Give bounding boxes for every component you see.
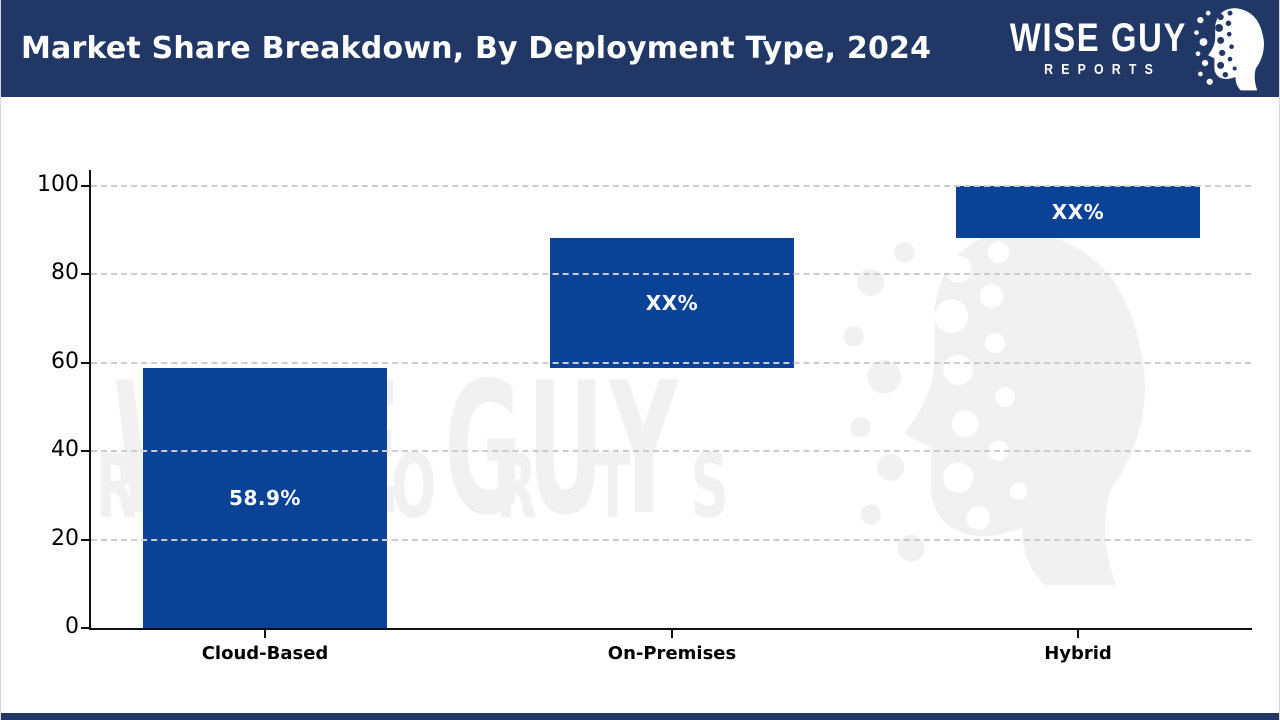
y-tick-label-0: 0: [65, 614, 79, 639]
x-axis-label-on-premises: On-Premises: [607, 643, 737, 664]
y-tick-0: [81, 627, 89, 629]
brand-logo-subname: REPORTS: [1044, 60, 1161, 78]
y-tick-label-40: 40: [51, 437, 79, 463]
y-tick-100: [81, 185, 89, 187]
header-bar: Market Share Breakdown, By Deployment Ty…: [1, 0, 1279, 97]
page-title: Market Share Breakdown, By Deployment Ty…: [21, 31, 932, 66]
y-tick-label-20: 20: [51, 525, 79, 551]
gridline-20: [91, 538, 1251, 541]
bar-value-label: 58.9%: [229, 485, 301, 510]
x-axis-line: [89, 628, 1252, 630]
x-tick-3: [1077, 630, 1079, 638]
y-axis-line: [89, 170, 91, 630]
y-tick-20: [81, 538, 89, 541]
x-tick-1: [264, 630, 266, 638]
y-tick-80: [81, 273, 89, 276]
y-tick-60: [81, 361, 89, 364]
brand-head-icon: [1194, 7, 1264, 90]
brand-logo-name: WISE GUY: [1009, 15, 1187, 60]
x-axis-label-cloud-based: Cloud-Based: [201, 643, 329, 664]
gridline-60: [91, 361, 1251, 364]
gridline-80: [91, 273, 1251, 276]
chart-area: 0 20 40 60 80 100 58.9% XX% XX% Cloud-Based On-Pre…: [1, 97, 1279, 713]
bar-on-premises: XX%: [550, 238, 794, 368]
bar-value-label: XX%: [645, 290, 699, 315]
x-tick-2: [671, 630, 673, 638]
y-tick-label-80: 80: [51, 260, 79, 286]
y-tick-label-60: 60: [51, 348, 79, 374]
gridline-100: [91, 185, 1251, 187]
brand-logo-text: WISE GUY REPORTS: [1010, 18, 1187, 80]
bar-cloud-based: 58.9%: [143, 367, 387, 628]
brand-logo: WISE GUY REPORTS: [971, 0, 1269, 97]
x-axis-label-hybrid: Hybrid: [1044, 643, 1112, 664]
footer-bar: [1, 713, 1279, 720]
y-tick-label-100: 100: [37, 172, 79, 197]
bar-value-label: XX%: [1051, 200, 1105, 225]
y-tick-40: [81, 450, 89, 453]
gridline-40: [91, 450, 1251, 453]
bar-hybrid: XX%: [956, 186, 1200, 239]
